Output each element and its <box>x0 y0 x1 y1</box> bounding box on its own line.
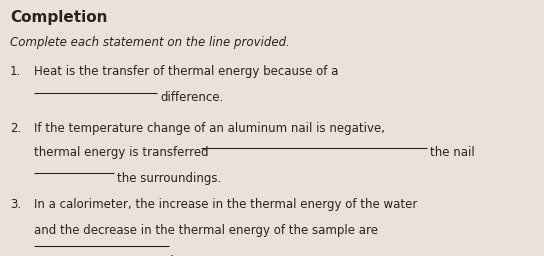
Text: .: . <box>170 246 174 256</box>
Text: difference.: difference. <box>160 91 224 104</box>
Text: 1.: 1. <box>10 65 21 78</box>
Text: 3.: 3. <box>10 198 21 211</box>
Text: 2.: 2. <box>10 122 21 135</box>
Text: In a calorimeter, the increase in the thermal energy of the water: In a calorimeter, the increase in the th… <box>34 198 417 211</box>
Text: Completion: Completion <box>10 10 107 25</box>
Text: thermal energy is transferred: thermal energy is transferred <box>34 146 208 159</box>
Text: the surroundings.: the surroundings. <box>117 172 221 185</box>
Text: and the decrease in the thermal energy of the sample are: and the decrease in the thermal energy o… <box>34 224 378 237</box>
Text: the nail: the nail <box>430 146 474 159</box>
Text: Heat is the transfer of thermal energy because of a: Heat is the transfer of thermal energy b… <box>34 65 338 78</box>
Text: If the temperature change of an aluminum nail is negative,: If the temperature change of an aluminum… <box>34 122 385 135</box>
Text: Complete each statement on the line provided.: Complete each statement on the line prov… <box>10 36 289 49</box>
